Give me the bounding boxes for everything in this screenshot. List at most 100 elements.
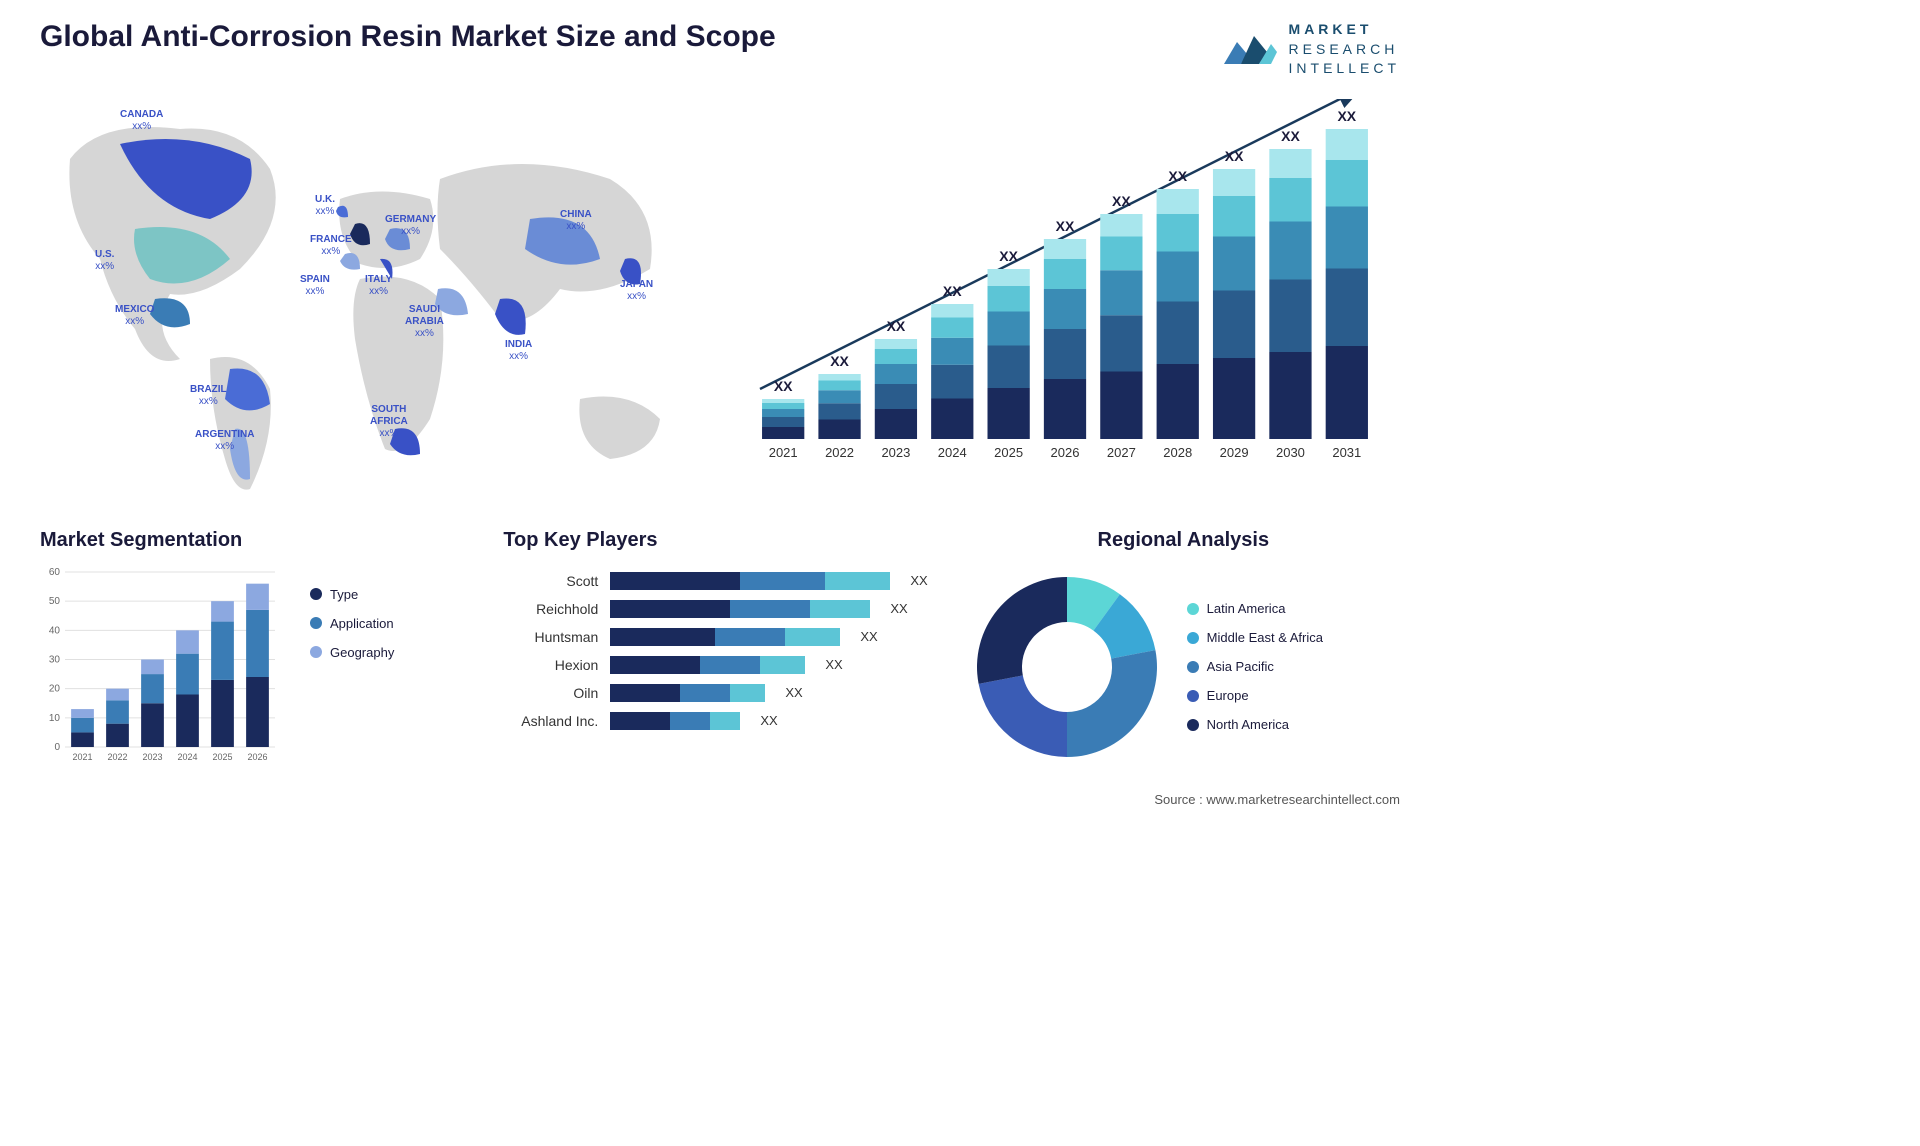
player-value: XX xyxy=(860,629,877,644)
player-value: XX xyxy=(890,601,907,616)
regional-legend: Latin America Middle East & Africa Asia Pa… xyxy=(1187,601,1323,732)
map-label: U.S.xx% xyxy=(95,249,114,273)
map-label: MEXICOxx% xyxy=(115,304,154,328)
svg-text:2022: 2022 xyxy=(825,445,854,460)
svg-text:XX: XX xyxy=(1281,128,1300,144)
map-label: BRAZILxx% xyxy=(190,384,227,408)
regional-panel: Regional Analysis Latin America Middle Ea… xyxy=(967,529,1400,777)
player-value: XX xyxy=(910,573,927,588)
svg-text:XX: XX xyxy=(1056,218,1075,234)
segmentation-chart-svg: 0 10 20 30 40 50 60 2021 2022 2023 2024 2025 2026 xyxy=(40,567,290,777)
svg-text:50: 50 xyxy=(49,596,61,607)
svg-text:2027: 2027 xyxy=(1107,445,1136,460)
source-label: Source : www.marketresearchintellect.com xyxy=(40,792,1400,807)
svg-text:2024: 2024 xyxy=(177,752,197,762)
svg-text:2025: 2025 xyxy=(212,752,232,762)
svg-text:40: 40 xyxy=(49,625,61,636)
regional-donut-svg xyxy=(967,567,1167,767)
svg-text:2026: 2026 xyxy=(1051,445,1080,460)
legend-item: Europe xyxy=(1187,688,1323,703)
svg-text:30: 30 xyxy=(49,654,61,665)
svg-text:2023: 2023 xyxy=(142,752,162,762)
player-row: Scott XX xyxy=(503,572,936,590)
legend-item: North America xyxy=(1187,717,1323,732)
svg-text:2024: 2024 xyxy=(938,445,967,460)
regional-title: Regional Analysis xyxy=(967,529,1400,552)
growth-bar-chart: XX 2021 XX 2022 XX 2023 XX 2024 XX 2025 XX 2026 XX 20… xyxy=(740,99,1400,499)
map-label: GERMANYxx% xyxy=(385,214,436,238)
svg-text:XX: XX xyxy=(943,283,962,299)
svg-text:2021: 2021 xyxy=(769,445,798,460)
segmentation-legend: Type Application Geography xyxy=(310,567,394,777)
player-value: XX xyxy=(760,713,777,728)
map-label: ARGENTINAxx% xyxy=(195,429,254,453)
legend-item: Geography xyxy=(310,645,394,660)
player-row: Oiln XX xyxy=(503,684,936,702)
svg-text:XX: XX xyxy=(1225,148,1244,164)
player-name: Ashland Inc. xyxy=(503,713,598,729)
svg-text:60: 60 xyxy=(49,567,61,578)
svg-text:XX: XX xyxy=(1112,193,1131,209)
header: Global Anti-Corrosion Resin Market Size … xyxy=(40,20,1400,79)
player-bar xyxy=(610,572,890,590)
player-bar xyxy=(610,600,870,618)
svg-text:2025: 2025 xyxy=(994,445,1023,460)
bottom-row: Market Segmentation 0 10 20 30 40 50 60 2021 202… xyxy=(40,529,1400,777)
player-name: Reichhold xyxy=(503,601,598,617)
svg-text:2026: 2026 xyxy=(247,752,267,762)
player-row: Reichhold XX xyxy=(503,600,936,618)
player-bar xyxy=(610,684,765,702)
map-label: FRANCExx% xyxy=(310,234,352,258)
growth-chart-svg: XX 2021 XX 2022 XX 2023 XX 2024 XX 2025 XX 2026 XX 20… xyxy=(740,99,1380,489)
svg-text:2022: 2022 xyxy=(107,752,127,762)
segmentation-panel: Market Segmentation 0 10 20 30 40 50 60 2021 202… xyxy=(40,529,473,777)
player-name: Scott xyxy=(503,573,598,589)
legend-item: Middle East & Africa xyxy=(1187,630,1323,645)
map-label: CANADAxx% xyxy=(120,109,163,133)
svg-text:2030: 2030 xyxy=(1276,445,1305,460)
map-label: JAPANxx% xyxy=(620,279,653,303)
svg-text:2031: 2031 xyxy=(1332,445,1361,460)
player-name: Hexion xyxy=(503,657,598,673)
player-value: XX xyxy=(785,685,802,700)
brand-logo: MARKET RESEARCH INTELLECT xyxy=(1219,20,1400,79)
player-name: Oiln xyxy=(503,685,598,701)
svg-text:XX: XX xyxy=(887,318,906,334)
svg-text:XX: XX xyxy=(830,353,849,369)
map-label: U.K.xx% xyxy=(315,194,335,218)
legend-item: Type xyxy=(310,587,394,602)
svg-text:0: 0 xyxy=(54,742,60,753)
svg-text:XX: XX xyxy=(1337,108,1356,124)
player-row: Ashland Inc. XX xyxy=(503,712,936,730)
player-value: XX xyxy=(825,657,842,672)
logo-text: MARKET RESEARCH INTELLECT xyxy=(1289,20,1400,79)
legend-item: Latin America xyxy=(1187,601,1323,616)
svg-text:10: 10 xyxy=(49,713,61,724)
svg-text:XX: XX xyxy=(1168,168,1187,184)
legend-item: Asia Pacific xyxy=(1187,659,1323,674)
logo-icon xyxy=(1219,24,1279,74)
svg-text:2021: 2021 xyxy=(72,752,92,762)
svg-text:2028: 2028 xyxy=(1163,445,1192,460)
player-bar xyxy=(610,628,840,646)
svg-text:2023: 2023 xyxy=(881,445,910,460)
svg-text:2029: 2029 xyxy=(1220,445,1249,460)
player-name: Huntsman xyxy=(503,629,598,645)
players-chart: ScottXXReichholdXXHuntsmanXXHexionXXOiln… xyxy=(503,567,936,730)
map-label: SAUDIARABIAxx% xyxy=(405,304,444,340)
top-row: CANADAxx% U.S.xx% MEXICOxx% BRAZILxx% ARGENT… xyxy=(40,99,1400,499)
map-label: SOUTHAFRICAxx% xyxy=(370,404,408,440)
player-bar xyxy=(610,712,740,730)
svg-text:XX: XX xyxy=(999,248,1018,264)
page-title: Global Anti-Corrosion Resin Market Size … xyxy=(40,20,776,54)
players-title: Top Key Players xyxy=(503,529,936,552)
map-label: SPAINxx% xyxy=(300,274,330,298)
map-label: CHINAxx% xyxy=(560,209,592,233)
segmentation-title: Market Segmentation xyxy=(40,529,473,552)
svg-text:20: 20 xyxy=(49,683,61,694)
world-map-chart: CANADAxx% U.S.xx% MEXICOxx% BRAZILxx% ARGENT… xyxy=(40,99,700,499)
legend-item: Application xyxy=(310,616,394,631)
map-label: ITALYxx% xyxy=(365,274,392,298)
player-row: Huntsman XX xyxy=(503,628,936,646)
player-bar xyxy=(610,656,805,674)
